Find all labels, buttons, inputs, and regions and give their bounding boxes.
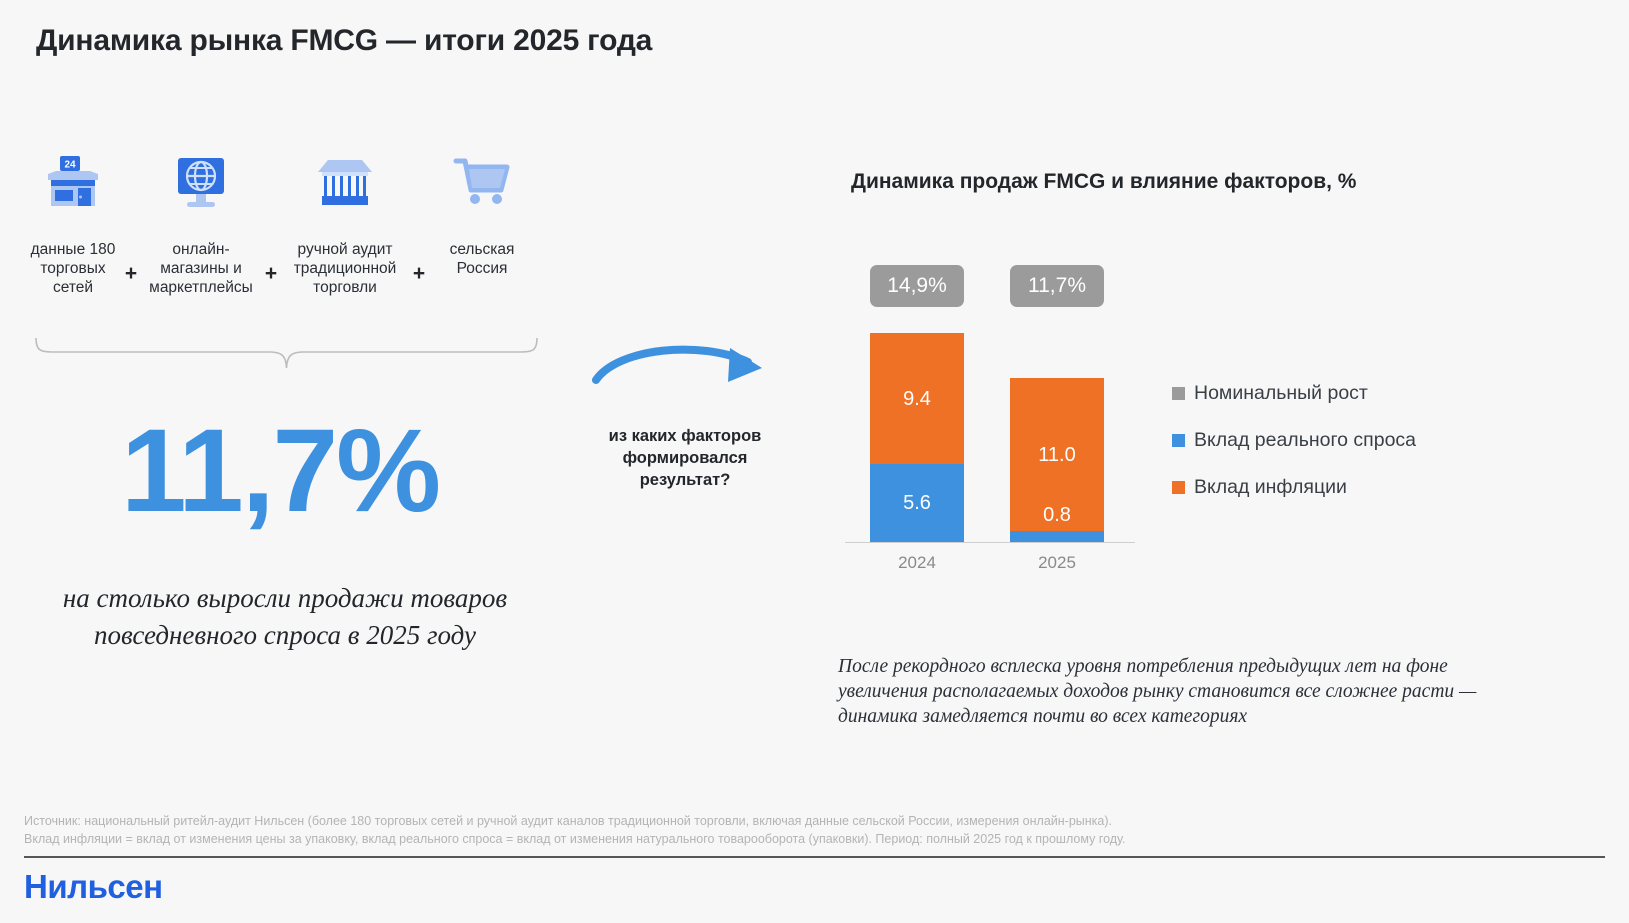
- curved-arrow-right-icon: [590, 338, 780, 398]
- legend-label: Вклад инфляции: [1194, 476, 1347, 498]
- legend-swatch-icon: [1172, 481, 1185, 494]
- x-tick-label: 2025: [1038, 553, 1076, 572]
- methodology-item-rural: сельская Россия: [434, 150, 530, 278]
- chart-note: После рекордного всплеска уровня потребл…: [838, 656, 1477, 727]
- legend-item-demand: Вклад реального спроса: [1172, 429, 1416, 452]
- stacked-bar-chart: 14,9% 11,7% 9.4 5.6 11.0 0.8: [845, 255, 1151, 605]
- x-axis-line: [845, 542, 1135, 543]
- methodology-label: сельская Россия: [449, 241, 515, 277]
- legend-item-inflation: Вклад инфляции: [1172, 476, 1416, 499]
- bar-label: 5.6: [903, 492, 931, 514]
- methodology-item-online: онлайн-магазины и маркетплейсы: [146, 150, 256, 297]
- transition-question: из каких факторов формировался результат…: [608, 427, 762, 489]
- bar-2025: 11.0 0.8: [1010, 378, 1104, 542]
- store-24h-icon: 24: [42, 150, 104, 216]
- shopping-cart-icon: [451, 150, 513, 216]
- chart-plot-area: 9.4 5.6 11.0 0.8: [851, 320, 1151, 542]
- bar-label: 9.4: [903, 387, 931, 410]
- source-footnotes: Источник: национальный ритейл-аудит Ниль…: [24, 812, 1584, 848]
- plus-separator-1: +: [124, 262, 138, 285]
- bar-label-demand-2025: 0.8: [1043, 504, 1071, 526]
- chart-title: Динамика продаж FMCG и влияние факторов,…: [851, 170, 1357, 193]
- nielsen-logo: Нильсен: [24, 868, 163, 905]
- bar-label: 11.0: [1038, 443, 1076, 466]
- x-tick-label: 2024: [898, 553, 936, 572]
- online-globe-monitor-icon: [170, 150, 232, 216]
- methodology-label: данные 180 торговых сетей: [30, 241, 116, 296]
- methodology-label: ручной аудит традиционной торговли: [293, 241, 397, 296]
- nominal-growth-badges: 14,9% 11,7%: [851, 255, 1151, 307]
- page-title: Динамика рынка FMCG — итоги 2025 года: [36, 24, 653, 57]
- headline-caption: на столько выросли продажи товаров повсе…: [62, 583, 508, 650]
- footer-divider: [24, 856, 1605, 858]
- bar-segment-demand-2024: 5.6: [870, 464, 964, 542]
- headline-value: 11,7%: [120, 405, 441, 537]
- methodology-label: онлайн-магазины и маркетплейсы: [149, 241, 253, 296]
- bar-2024: 9.4 5.6: [870, 333, 964, 542]
- legend-label: Номинальный рост: [1194, 382, 1368, 404]
- plus-separator-3: +: [412, 262, 426, 285]
- svg-text:24: 24: [64, 160, 76, 171]
- grouping-brace: [34, 336, 539, 370]
- bar-segment-demand-2025: [1010, 531, 1104, 542]
- source-line-1: Источник: национальный ритейл-аудит Ниль…: [24, 814, 1112, 828]
- bar-segment-inflation-2025: 11.0 0.8: [1010, 378, 1104, 531]
- plus-separator-2: +: [264, 262, 278, 285]
- legend-swatch-icon: [1172, 434, 1185, 447]
- methodology-item-store: 24 данные 180 торговых сетей: [30, 150, 116, 297]
- legend-item-nominal: Номинальный рост: [1172, 382, 1416, 405]
- legend-label: Вклад реального спроса: [1194, 429, 1417, 451]
- market-stall-icon: [314, 150, 376, 216]
- methodology-item-traditional: ручной аудит традиционной торговли: [286, 150, 404, 297]
- status-badge: 11,7%: [1010, 265, 1104, 307]
- bar-segment-inflation-2024: 9.4: [870, 333, 964, 464]
- methodology-row: 24 данные 180 торговых сетей +: [30, 150, 550, 297]
- legend-swatch-icon: [1172, 387, 1185, 400]
- chart-legend: Номинальный рост Вклад реального спроса …: [1172, 382, 1416, 523]
- source-line-2: Вклад инфляции = вклад от изменения цены…: [24, 832, 1126, 846]
- x-axis-labels: 2024 2025: [851, 553, 1151, 579]
- status-badge: 14,9%: [870, 265, 964, 307]
